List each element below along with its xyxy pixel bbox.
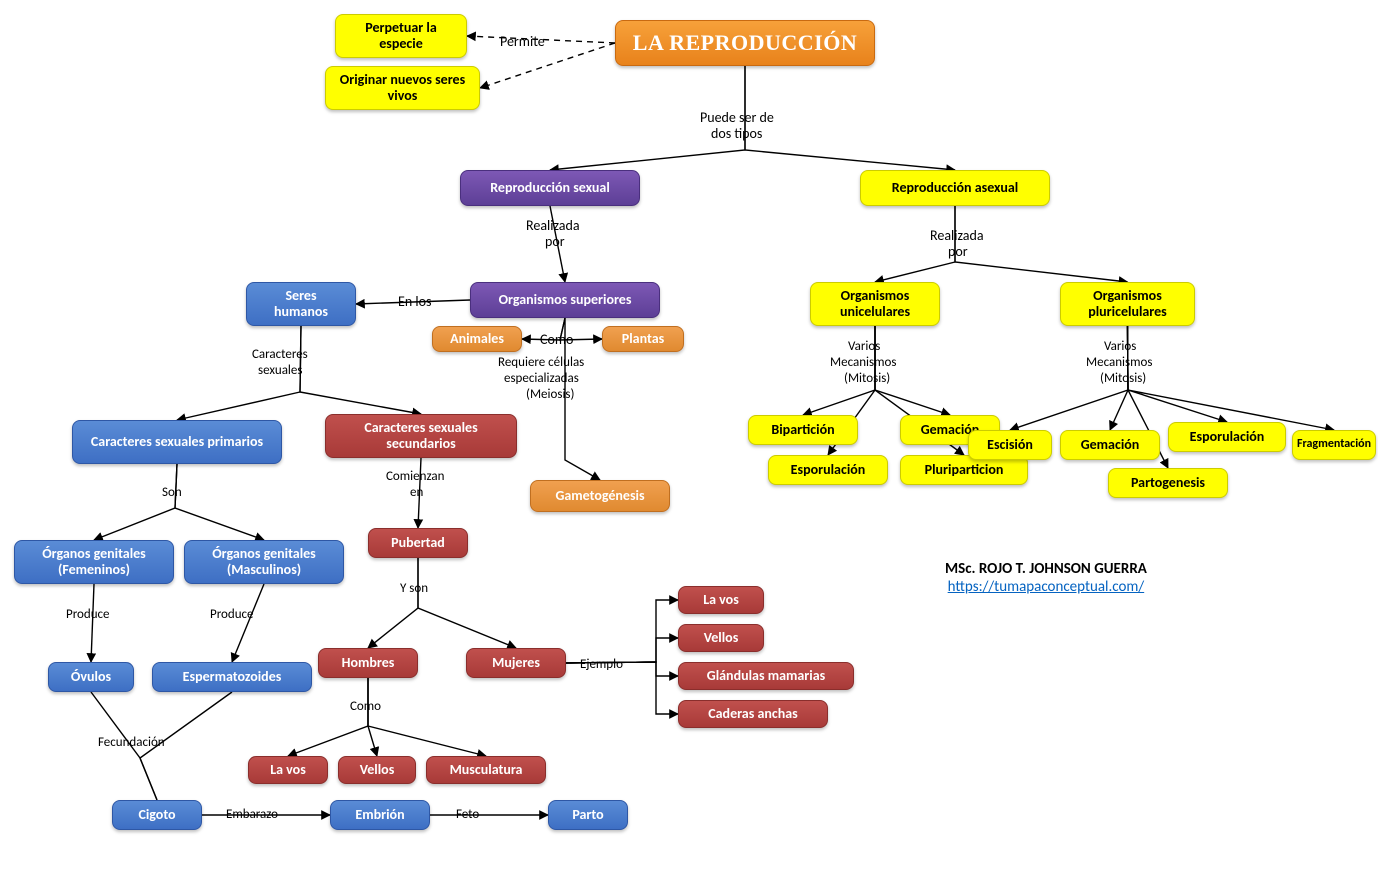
edge-label: Feto xyxy=(456,808,479,822)
edge-label: Puede ser de xyxy=(700,110,774,125)
node-originar: Originar nuevos seres vivos xyxy=(325,66,480,110)
node-orgmas: Órganos genitales (Masculinos) xyxy=(184,540,344,584)
edge-label: Comienzan xyxy=(386,470,444,484)
edge-label: Mecanismos xyxy=(1086,356,1152,370)
node-ovulos: Óvulos xyxy=(48,662,134,692)
edge-label: Fecundación xyxy=(98,736,165,750)
node-gameto: Gametogénesis xyxy=(530,480,670,512)
node-bipart: Bipartición xyxy=(748,415,858,445)
edge-label: Caracteres xyxy=(252,348,308,362)
node-esperma: Espermatozoides xyxy=(152,662,312,692)
credit: MSc. ROJO T. JOHNSON GUERRAhttps://tumap… xyxy=(945,560,1147,596)
node-escis: Escisión xyxy=(968,430,1052,460)
edge-label: (Meiosis) xyxy=(526,388,574,402)
node-orguni: Organismos unicelulares xyxy=(810,282,940,326)
node-partog: Partogenesis xyxy=(1108,468,1228,498)
edge-repasex-orgplu xyxy=(955,206,1128,282)
node-hombres: Hombres xyxy=(318,648,418,678)
node-muscul: Musculatura xyxy=(426,756,546,784)
edge-label: (Mitosis) xyxy=(1100,372,1146,386)
node-glandul: Glándulas mamarias xyxy=(678,662,854,690)
node-vellosM: Vellos xyxy=(678,624,764,652)
node-repasex: Reproducción asexual xyxy=(860,170,1050,206)
node-fragm: Fragmentación xyxy=(1292,430,1376,460)
edge-label: Realizada xyxy=(526,218,580,233)
node-gemac2: Gemación xyxy=(1060,430,1160,460)
node-esporu2: Esporulación xyxy=(1168,422,1286,452)
edge-label: por xyxy=(545,234,565,249)
edge-label: En los xyxy=(398,294,431,309)
edge-label: Varios xyxy=(1104,340,1136,354)
edge-mujeres-lavosM xyxy=(566,600,678,663)
node-orgplu: Organismos pluricelulares xyxy=(1060,282,1195,326)
credit-link[interactable]: https://tumapaconceptual.com/ xyxy=(948,578,1145,596)
edge-title-repasex xyxy=(745,66,955,170)
edge-label: Realizada xyxy=(930,228,984,243)
edge-label: Embarazo xyxy=(226,808,278,822)
credit-author: MSc. ROJO T. JOHNSON GUERRA xyxy=(945,560,1147,578)
concept-map: LA REPRODUCCIÓN Perpetuar la especie Origi… xyxy=(0,0,1378,891)
node-perpetuar: Perpetuar la especie xyxy=(335,14,467,58)
edge-hombres-muscul xyxy=(368,678,486,756)
node-title: LA REPRODUCCIÓN xyxy=(615,20,875,66)
node-parto: Parto xyxy=(548,800,628,830)
node-mujeres: Mujeres xyxy=(466,648,566,678)
edge-orgmas-esperma xyxy=(232,584,264,662)
edge-label: Mecanismos xyxy=(830,356,896,370)
node-lavosH: La vos xyxy=(248,756,328,784)
edge-hombres-vellosH xyxy=(368,678,377,756)
node-repsex: Reproducción sexual xyxy=(460,170,640,206)
node-pubertad: Pubertad xyxy=(368,528,468,558)
edge-sereshum-carsec xyxy=(300,326,421,414)
node-esporu1: Esporulación xyxy=(768,455,888,485)
edge-label: Como xyxy=(350,700,381,714)
node-cigoto: Cigoto xyxy=(112,800,202,830)
edge-pubertad-hombres xyxy=(368,558,418,648)
node-carprim: Caracteres sexuales primarios xyxy=(72,420,282,464)
edge-label: dos tipos xyxy=(711,126,762,141)
edge-repasex-orguni xyxy=(875,206,955,282)
edge-label: Y son xyxy=(400,582,428,596)
edge-orgplu-fragm xyxy=(1128,326,1335,430)
edge-label: Permite xyxy=(500,34,545,49)
edge-label: Produce xyxy=(210,608,254,622)
node-animales: Animales xyxy=(432,326,522,352)
node-vellosH: Vellos xyxy=(338,756,416,784)
node-sereshum: Seres humanos xyxy=(246,282,356,326)
edge-label: en xyxy=(410,486,423,500)
edge-label: Ejemplo xyxy=(580,658,623,672)
edge-carprim-orgfem xyxy=(94,464,177,540)
node-orgfem: Órganos genitales (Femeninos) xyxy=(14,540,174,584)
node-lavosM: La vos xyxy=(678,586,764,614)
edge-carprim-orgmas xyxy=(175,464,264,540)
edge-label: Varios xyxy=(848,340,880,354)
node-embrion: Embrión xyxy=(330,800,430,830)
edge-pubertad-mujeres xyxy=(418,558,516,648)
edge-orgfem-ovulos xyxy=(91,584,94,662)
edge-label: (Mitosis) xyxy=(844,372,890,386)
edge-label: por xyxy=(948,244,968,259)
edge-label: Produce xyxy=(66,608,110,622)
edge-label: Como xyxy=(540,332,573,347)
node-caderas: Caderas anchas xyxy=(678,700,828,728)
edge-label: Son xyxy=(162,486,182,500)
edge-label: especializadas xyxy=(504,372,579,386)
node-carsec: Caracteres sexuales secundarios xyxy=(325,414,517,458)
edge-label: sexuales xyxy=(258,364,302,378)
node-orgsup: Organismos superiores xyxy=(470,282,660,318)
node-plantas: Plantas xyxy=(602,326,684,352)
edge-label: Requiere células xyxy=(498,356,584,370)
